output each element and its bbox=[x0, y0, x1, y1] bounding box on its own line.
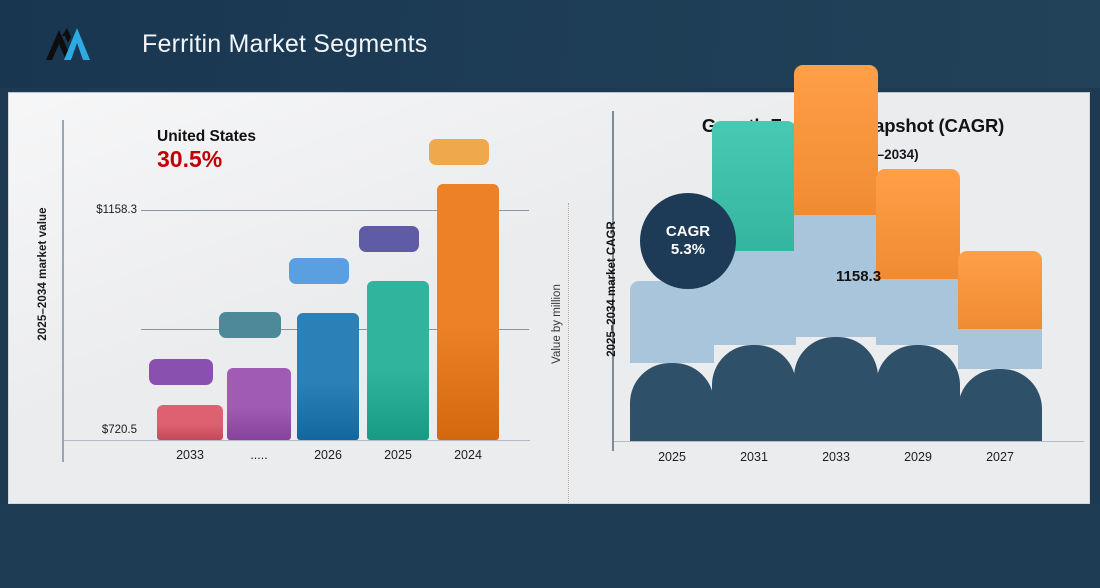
right-chart-baseline bbox=[614, 441, 1084, 442]
header-background bbox=[0, 0, 1100, 88]
segment-base-2029 bbox=[876, 345, 960, 441]
right-chart-y-axis-line bbox=[612, 111, 614, 451]
page-title: Ferritin Market Segments bbox=[142, 29, 428, 58]
segment-mid-2033 bbox=[794, 215, 878, 337]
app-header: Ferritin Market Segments bbox=[0, 0, 1100, 88]
bar-2025 bbox=[367, 281, 429, 440]
chart-divider bbox=[568, 203, 569, 581]
right-chart-y-axis-title: 2025–2034 market CAGR bbox=[606, 221, 618, 357]
x-label-2031: 2031 bbox=[740, 450, 768, 464]
segment-base-2033 bbox=[794, 337, 878, 441]
right-chart: 2025–2034 market CAGR Growth Forecast Sn… bbox=[568, 65, 1091, 505]
ama-mountain-logo-icon bbox=[44, 24, 96, 64]
stacked-bar-2025 bbox=[630, 281, 714, 441]
cagr-badge-label: CAGR bbox=[665, 223, 711, 241]
cagr-badge: CAGR 5.3% bbox=[640, 193, 736, 289]
segment-top-2029 bbox=[876, 169, 960, 279]
bar-2033 bbox=[157, 404, 223, 440]
left-chart: 2025–2034 market value United States 30.… bbox=[9, 93, 568, 505]
bar-cap-2026 bbox=[289, 257, 349, 284]
bar-cap-2024 bbox=[429, 139, 489, 166]
stacked-bar-2029 bbox=[876, 169, 960, 441]
x-label-2024: 2024 bbox=[454, 448, 482, 462]
x-label-2027: 2027 bbox=[986, 450, 1014, 464]
bar-..... bbox=[227, 368, 291, 440]
left-chart-secondary-axis-title: Value by million bbox=[551, 284, 563, 364]
dashboard-panel: 2025–2034 market value United States 30.… bbox=[8, 65, 1091, 581]
left-chart-region-label: United States bbox=[157, 128, 257, 145]
segment-mid-2027 bbox=[958, 329, 1042, 369]
segment-base-2031 bbox=[712, 345, 796, 441]
stacked-bar-2027 bbox=[958, 251, 1042, 441]
x-label-2033: 2033 bbox=[822, 450, 850, 464]
bar-2024 bbox=[437, 184, 499, 440]
bar-cap-2033 bbox=[149, 359, 213, 386]
left-chart-bars bbox=[9, 93, 568, 505]
right-chart-data-label: 1158.3 bbox=[836, 268, 882, 285]
segment-base-2025 bbox=[630, 363, 714, 441]
x-label-2033: 2033 bbox=[176, 448, 204, 462]
bar-cap-2025 bbox=[359, 226, 419, 253]
segment-base-2027 bbox=[958, 369, 1042, 441]
bar-2026 bbox=[297, 312, 359, 440]
segment-top-2027 bbox=[958, 251, 1042, 329]
x-label-2026: 2026 bbox=[314, 448, 342, 462]
stacked-bar-2033 bbox=[794, 65, 878, 441]
y-tick-upper: $1158.3 bbox=[96, 204, 137, 216]
left-chart-baseline bbox=[64, 440, 530, 441]
bar-cap-..... bbox=[219, 311, 281, 338]
cagr-badge-value: 5.3% bbox=[670, 241, 706, 258]
gridline-upper bbox=[141, 210, 529, 211]
stacked-bar-2031 bbox=[712, 121, 796, 441]
x-label-2025: 2025 bbox=[384, 448, 412, 462]
left-chart-region-value: 30.5% bbox=[157, 146, 223, 172]
x-label-.....: ..... bbox=[250, 448, 268, 462]
y-tick-lower: $720.5 bbox=[101, 424, 137, 436]
x-label-2029: 2029 bbox=[904, 450, 932, 464]
left-chart-y-axis-line bbox=[62, 120, 64, 462]
segment-top-2033 bbox=[794, 65, 878, 215]
segment-mid-2029 bbox=[876, 279, 960, 345]
app-footer: @ All Market Analysis Snapshot GlobalFer… bbox=[0, 504, 1100, 588]
x-label-2025: 2025 bbox=[658, 450, 686, 464]
segment-mid-2025 bbox=[630, 281, 714, 363]
